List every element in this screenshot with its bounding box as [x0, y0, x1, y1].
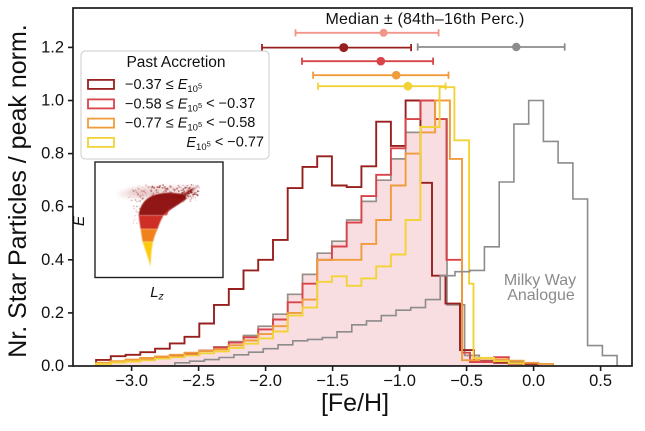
svg-text:0.6: 0.6	[41, 198, 64, 216]
svg-text:−2.5: −2.5	[182, 372, 215, 390]
svg-text:−0.58 ≤ E105 < −0.37: −0.58 ≤ E105 < −0.37	[125, 96, 255, 115]
svg-text:−1.5: −1.5	[316, 372, 349, 390]
svg-text:0.4: 0.4	[41, 251, 64, 269]
svg-text:−0.37 ≤ E105: −0.37 ≤ E105	[125, 77, 202, 95]
svg-text:Milky Way: Milky Way	[504, 272, 576, 289]
svg-text:0.2: 0.2	[41, 304, 64, 322]
svg-text:−0.77 ≤ E105 < −0.58: −0.77 ≤ E105 < −0.58	[125, 115, 255, 134]
svg-text:E: E	[71, 215, 88, 226]
svg-text:E105 < −0.77: E105 < −0.77	[186, 134, 264, 153]
svg-text:[Fe/H]: [Fe/H]	[321, 389, 389, 417]
svg-text:0.0: 0.0	[522, 372, 545, 390]
svg-text:−1.0: −1.0	[383, 372, 416, 390]
svg-text:−2.0: −2.0	[249, 372, 282, 390]
svg-text:0.5: 0.5	[589, 372, 612, 390]
svg-text:1.0: 1.0	[41, 92, 64, 110]
svg-text:1.2: 1.2	[41, 38, 64, 56]
svg-text:Median ± (84th–16th Perc.): Median ± (84th–16th Perc.)	[326, 11, 525, 28]
svg-text:Analogue: Analogue	[507, 287, 575, 304]
svg-text:Nr. Star Particles / peak norm: Nr. Star Particles / peak norm.	[4, 24, 32, 357]
svg-text:−0.5: −0.5	[450, 372, 483, 390]
svg-text:Past Accretion: Past Accretion	[126, 54, 225, 71]
svg-text:0.0: 0.0	[41, 357, 64, 375]
svg-text:0.8: 0.8	[41, 145, 64, 163]
svg-text:−3.0: −3.0	[115, 372, 148, 390]
